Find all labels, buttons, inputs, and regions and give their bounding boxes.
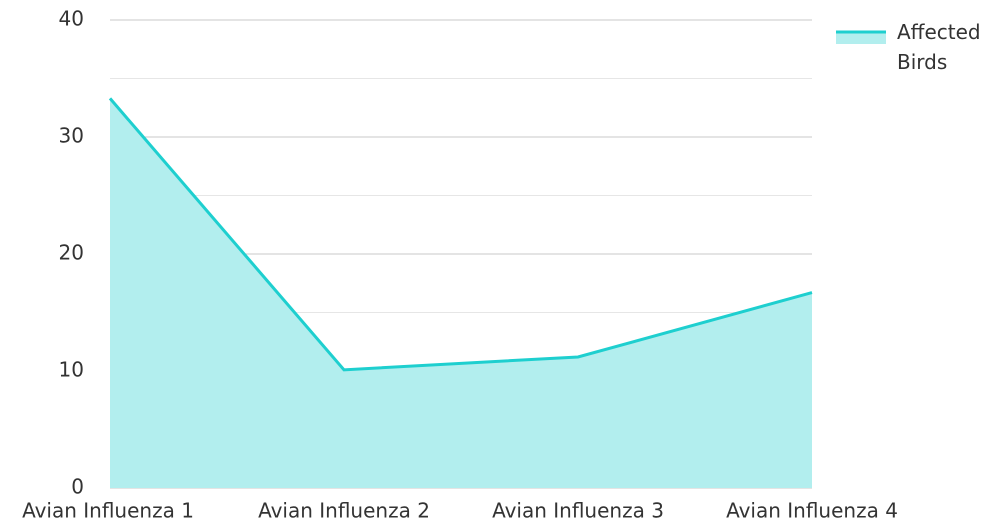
x-tick-label: Avian Influenza 2 — [258, 499, 430, 523]
line — [108, 97, 813, 372]
y-tick-label: 20 — [59, 241, 84, 265]
legend-label: Affected Birds — [897, 20, 981, 74]
y-tick-label: 40 — [59, 7, 84, 31]
x-tick-label: Avian Influenza 3 — [492, 499, 664, 523]
y-tick-label: 10 — [59, 358, 84, 382]
x-tick-label: Avian Influenza 4 — [726, 499, 898, 523]
x-tick-label: Avian Influenza 1 — [22, 499, 194, 523]
y-tick-label: 0 — [71, 475, 84, 499]
legend-swatch-fill — [836, 33, 886, 44]
area-fill — [110, 98, 812, 488]
y-tick-label: 30 — [59, 124, 84, 148]
